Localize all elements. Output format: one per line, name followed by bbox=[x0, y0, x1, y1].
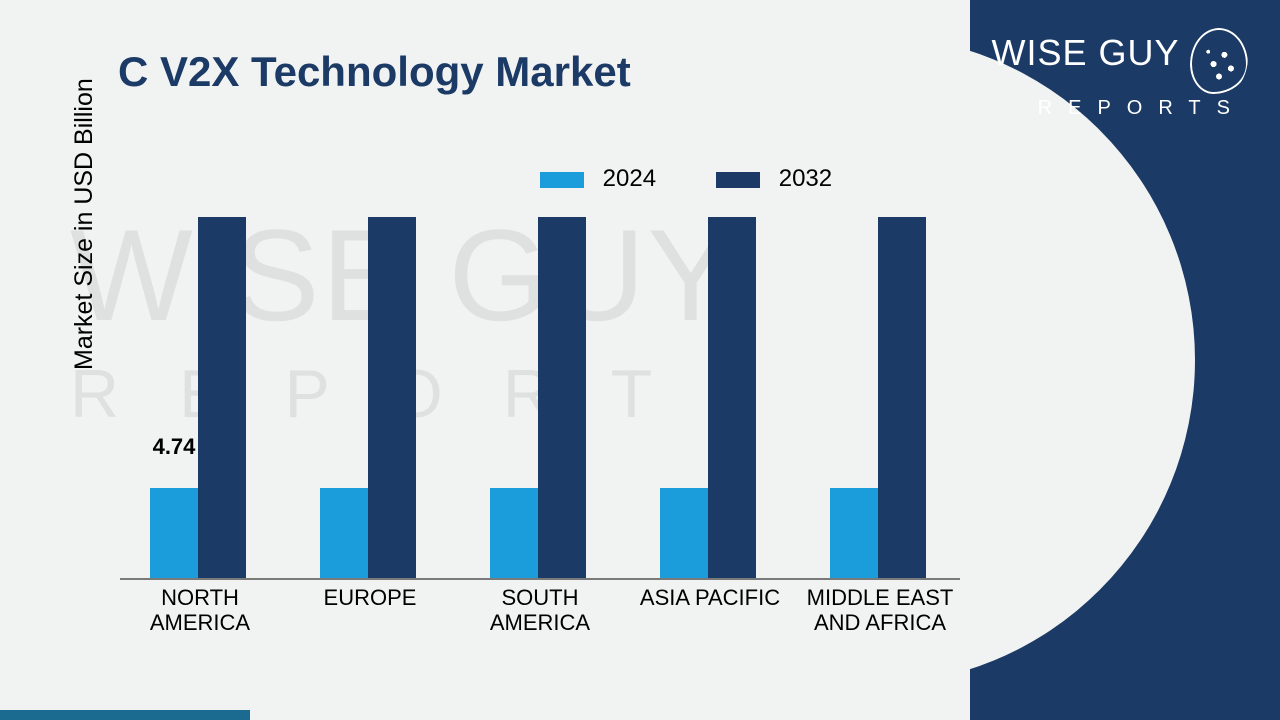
x-axis-label: MIDDLE EAST AND AFRICA bbox=[792, 585, 968, 636]
legend-item-2024: 2024 bbox=[540, 165, 656, 193]
legend-item-2032: 2032 bbox=[716, 165, 832, 193]
bar-2032 bbox=[878, 217, 926, 578]
plot-area: 4.74 bbox=[120, 200, 960, 580]
x-axis-label: NORTH AMERICA bbox=[112, 585, 288, 636]
bar-2024 bbox=[490, 488, 538, 578]
logo-line1: WISE GUY bbox=[992, 32, 1180, 73]
right-panel: WISE GUY REPORTS bbox=[970, 0, 1280, 720]
legend-label-2024: 2024 bbox=[603, 165, 656, 192]
legend-swatch-2024 bbox=[540, 172, 584, 188]
bar-2024 bbox=[320, 488, 368, 578]
bottom-accent-bar bbox=[0, 710, 250, 720]
x-axis-label: EUROPE bbox=[282, 585, 458, 610]
head-icon bbox=[1190, 28, 1248, 94]
brand-logo: WISE GUY REPORTS bbox=[992, 28, 1248, 118]
legend-label-2032: 2032 bbox=[779, 165, 832, 192]
legend-swatch-2032 bbox=[716, 172, 760, 188]
x-axis-label: ASIA PACIFIC bbox=[622, 585, 798, 610]
bar-2032 bbox=[708, 217, 756, 578]
x-axis-label: SOUTH AMERICA bbox=[452, 585, 628, 636]
legend: 2024 2032 bbox=[540, 165, 832, 193]
bar-2024 bbox=[830, 488, 878, 578]
logo-line2: REPORTS bbox=[992, 98, 1248, 118]
y-axis-label: Market Size in USD Billion bbox=[70, 78, 99, 370]
bar-value-label: 4.74 bbox=[153, 434, 196, 460]
bar-2032 bbox=[198, 217, 246, 578]
bar-2032 bbox=[538, 217, 586, 578]
x-axis-line bbox=[120, 578, 960, 580]
bar-2032 bbox=[368, 217, 416, 578]
bar-2024 bbox=[660, 488, 708, 578]
chart-title: C V2X Technology Market bbox=[118, 48, 631, 96]
bar-2024 bbox=[150, 488, 198, 578]
